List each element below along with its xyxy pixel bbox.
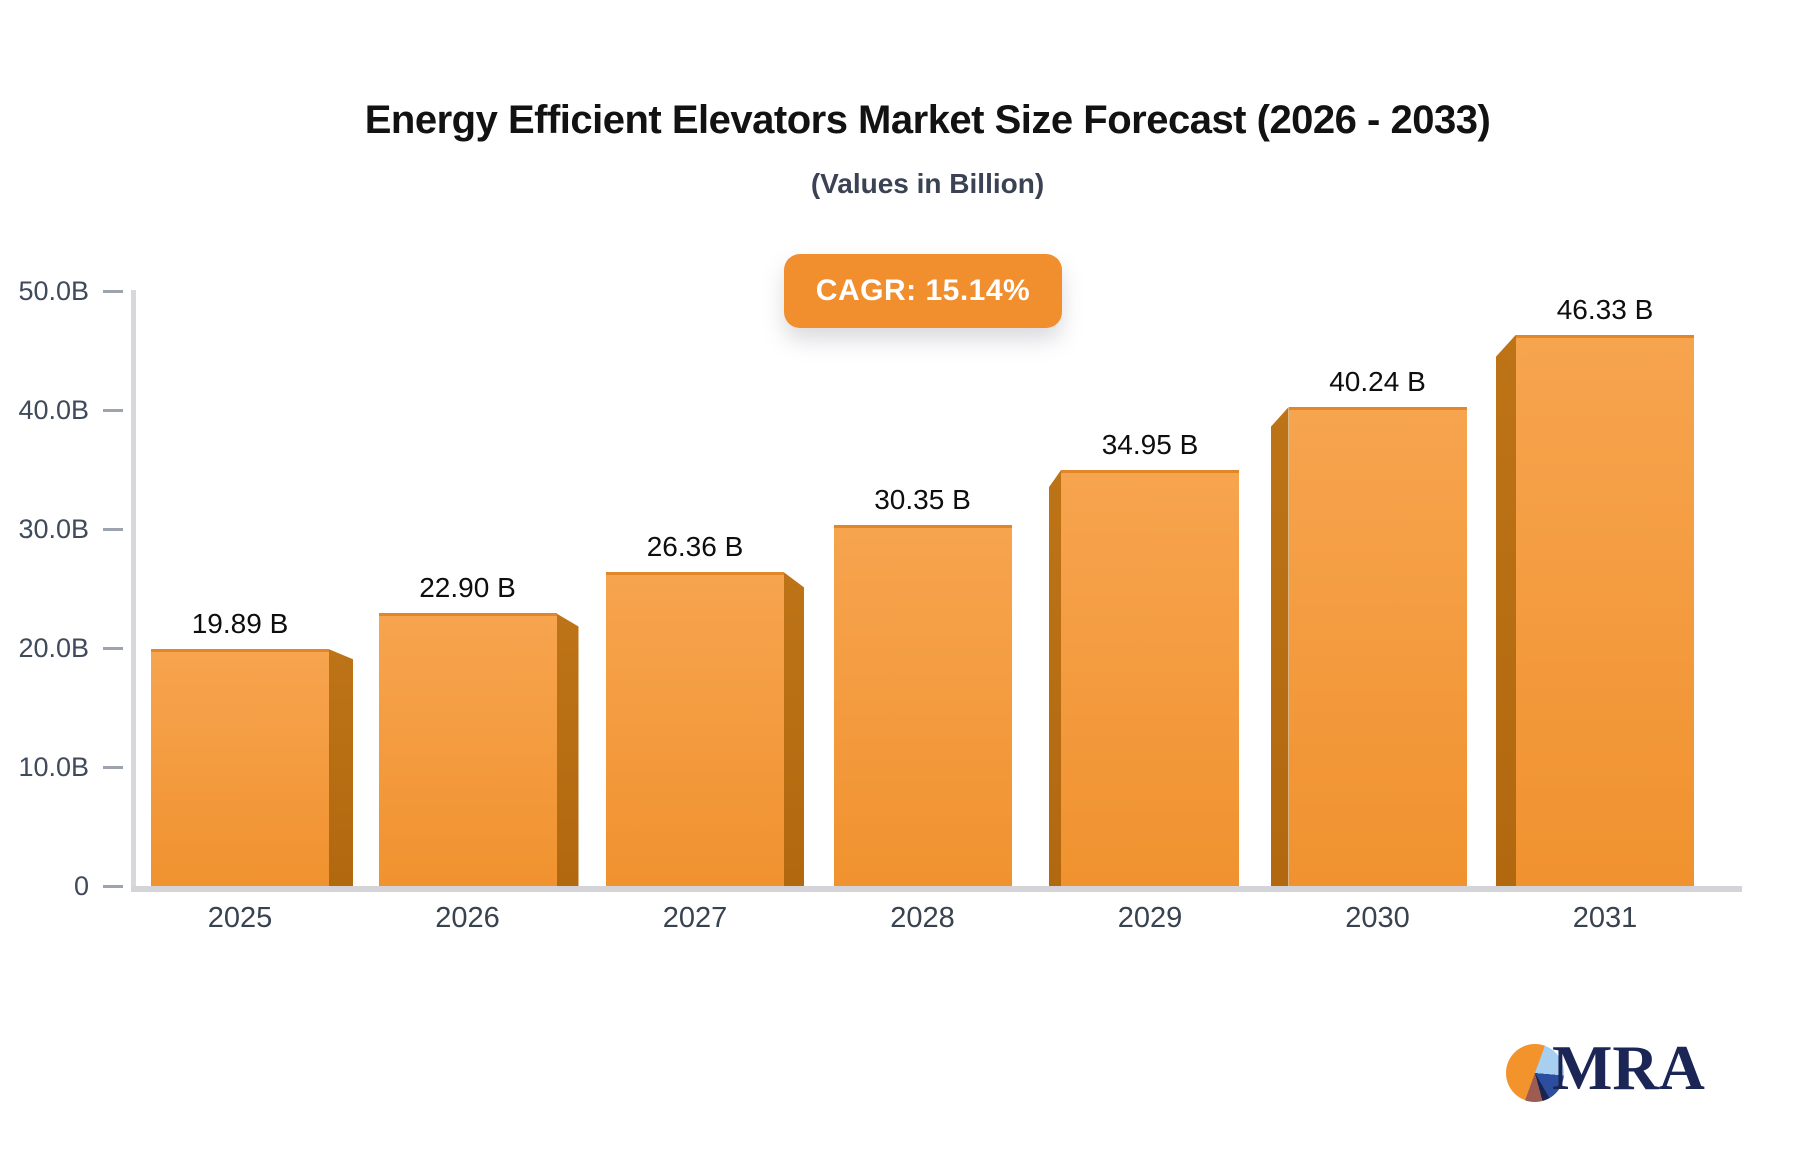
y-axis-tick: 10.0B xyxy=(0,751,123,783)
y-axis-tick: 40.0B xyxy=(0,394,123,426)
x-axis-label-2025: 2025 xyxy=(207,902,273,934)
bar-2027 xyxy=(606,572,784,886)
bar-2025 xyxy=(151,649,329,886)
x-axis-baseline xyxy=(131,886,1742,892)
bar-2031 xyxy=(1516,334,1694,886)
y-axis-tick: 20.0B xyxy=(0,632,123,664)
y-axis-tick-label: 30.0B xyxy=(18,513,89,544)
y-axis-tick: 50.0B xyxy=(0,275,123,307)
x-axis-label-2031: 2031 xyxy=(1572,902,1638,934)
y-axis-tick-label: 40.0B xyxy=(18,394,89,425)
bar-3d-side-2029 xyxy=(1049,470,1061,886)
chart-title: Energy Efficient Elevators Market Size F… xyxy=(364,98,1491,142)
y-axis-tick-mark xyxy=(103,884,123,888)
bar-2029 xyxy=(1061,470,1239,886)
plot-area: 19.89 B 2025 22.90 B 2026 26.36 B 2027 30.35 B… xyxy=(133,291,1722,934)
cagr-badge: CAGR: 15.14% xyxy=(784,254,1062,328)
y-axis-tick: 0 xyxy=(0,870,123,902)
y-axis-tick: 30.0B xyxy=(0,513,123,545)
y-axis-tick-mark xyxy=(103,408,123,412)
bar-2028 xyxy=(833,524,1012,886)
y-axis-tick-mark xyxy=(103,765,123,769)
bar-value-label-2029: 34.95 B xyxy=(1101,429,1199,461)
bar-value-label-2027: 26.36 B xyxy=(646,531,744,563)
x-axis-label-2029: 2029 xyxy=(1117,902,1183,934)
y-axis-tick-mark xyxy=(103,527,123,531)
bar-3d-side-2026 xyxy=(556,613,579,886)
bar-value-label-2030: 40.24 B xyxy=(1329,366,1426,398)
y-axis-tick-mark xyxy=(103,289,123,293)
y-axis-tick-label: 20.0B xyxy=(18,632,89,663)
y-axis-line xyxy=(131,290,136,892)
bar-value-label-2026: 22.90 B xyxy=(419,572,516,604)
cagr-badge-label: CAGR: 15.14% xyxy=(815,274,1031,307)
mra-logo: MRA xyxy=(1506,1036,1705,1102)
x-axis-label-2028: 2028 xyxy=(890,902,955,934)
bar-3d-side-2027 xyxy=(784,572,804,886)
bar-3d-side-2025 xyxy=(329,649,353,886)
x-axis-label-2027: 2027 xyxy=(662,902,728,934)
y-axis-tick-label: 50.0B xyxy=(18,275,89,306)
bar-3d-side-2030 xyxy=(1270,407,1289,886)
x-axis-label-2030: 2030 xyxy=(1345,902,1410,934)
bar-value-label-2031: 46.33 B xyxy=(1556,293,1654,325)
chart-subtitle: (Values in Billion) xyxy=(810,168,1045,199)
y-axis-tick-label: 10.0B xyxy=(18,751,89,782)
bar-value-label-2028: 30.35 B xyxy=(874,483,971,515)
bar-3d-side-2031 xyxy=(1496,334,1516,886)
bar-2030 xyxy=(1288,407,1467,886)
bar-value-label-2025: 19.89 B xyxy=(191,608,289,640)
bar-2026 xyxy=(378,613,557,886)
mra-pie-logo-icon xyxy=(1506,1044,1564,1102)
y-axis-tick-mark xyxy=(103,646,123,650)
mra-logo-text: MRA xyxy=(1552,1032,1705,1103)
chart-header: Energy Efficient Elevators Market Size F… xyxy=(133,96,1722,200)
x-axis-label-2026: 2026 xyxy=(435,902,500,934)
y-axis-tick-label: 0 xyxy=(73,870,89,901)
